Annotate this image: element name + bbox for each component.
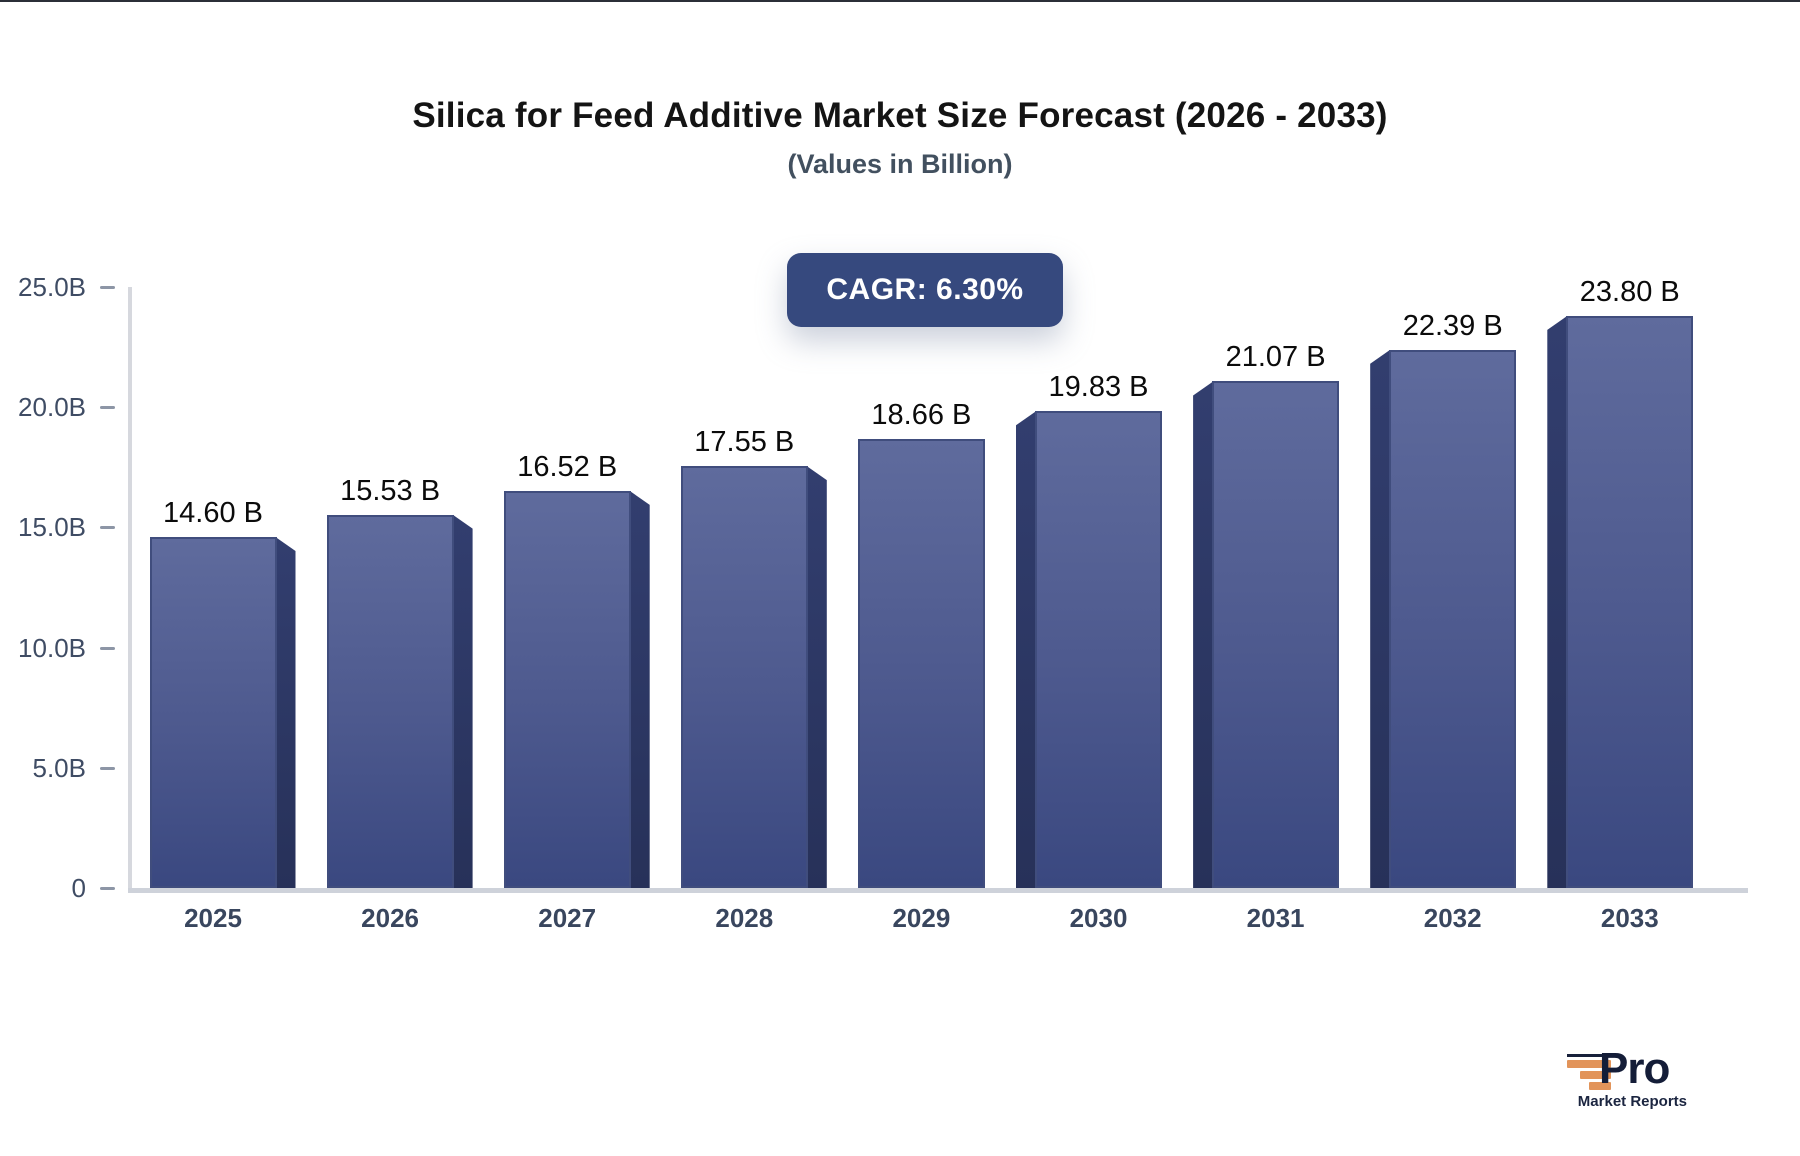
window-top-border [0,0,1800,2]
bar-2025 [149,537,277,888]
y-axis-tick-mark [100,526,115,530]
y-axis-tick-label: 25.0B [18,272,86,302]
x-axis-tick-label: 2033 [1600,903,1659,933]
bar-2031 [1212,381,1340,888]
bar-2028 [680,466,808,888]
bar-2027 [503,490,631,888]
x-axis-tick-label: 2028 [715,903,774,933]
bar-3d-side [1547,315,1568,888]
x-axis-tick-label: 2025 [184,903,242,933]
y-axis-tick-label: 20.0B [18,392,86,423]
y-axis-tick-label: 15.0B [18,512,86,543]
logo-bars-icon [1567,1054,1611,1090]
chart-title: Silica for Feed Additive Market Size For… [412,96,1388,135]
x-axis-tick-label: 2031 [1246,903,1305,933]
bar-value-label: 15.53 B [340,474,441,507]
logo-name: Pro [1599,1044,1670,1093]
cagr-badge: CAGR: 6.30% [787,253,1063,327]
y-axis-tick-mark [100,646,115,650]
bar-2032 [1389,349,1517,888]
y-axis-tick-mark [100,887,115,890]
pro-market-reports-logo: Pro Market Reports [1567,1047,1687,1110]
bar-2033 [1566,315,1694,888]
x-axis-tick-label: 2030 [1069,903,1128,933]
bar-value-label: 18.66 B [871,399,972,432]
x-axis-tick-label: 2032 [1423,903,1482,933]
y-axis-tick-mark [100,766,115,770]
bar-3d-side [629,490,650,888]
x-axis-tick-label: 2027 [538,903,597,933]
y-axis-tick-label: 5.0B [32,752,87,783]
bar-2030 [1035,411,1162,888]
logo-tagline: Market Reports [1577,1093,1687,1110]
x-axis-line [128,888,1748,893]
bar-value-label: 16.52 B [517,450,618,483]
bar-3d-side [1370,349,1391,888]
y-axis-tick-mark [100,286,115,289]
x-axis-tick-label: 2029 [892,903,951,933]
bar-value-label: 17.55 B [694,426,795,459]
bar-3d-side [806,466,827,888]
bar-value-label: 22.39 B [1402,309,1503,342]
y-axis-tick-label: 0 [71,873,86,903]
bar-3d-side [275,537,296,888]
x-axis-tick-label: 2026 [361,903,420,933]
bar-value-label: 14.60 B [163,497,263,530]
chart-subtitle: (Values in Billion) [787,149,1013,179]
y-axis-tick-label: 10.0B [18,632,86,663]
bar-value-label: 21.07 B [1225,341,1326,374]
bar-3d-side [452,514,473,888]
bar-3d-side [1193,381,1214,888]
bar-2029 [857,439,985,888]
y-axis-line [128,287,132,893]
bar-value-label: 23.80 B [1579,275,1680,308]
bar-value-label: 19.83 B [1048,371,1149,404]
y-axis-tick-mark [100,406,115,410]
bar-2026 [326,514,454,888]
bar-3d-side [1016,411,1036,888]
